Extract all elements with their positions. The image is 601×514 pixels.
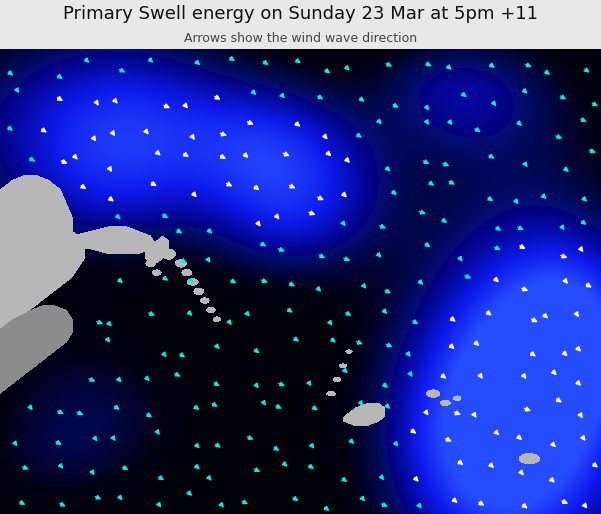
Text: Primary Swell energy on Sunday 23 Mar at 5pm +11: Primary Swell energy on Sunday 23 Mar at…: [63, 5, 538, 23]
Text: Arrows show the wind wave direction: Arrows show the wind wave direction: [184, 32, 417, 45]
